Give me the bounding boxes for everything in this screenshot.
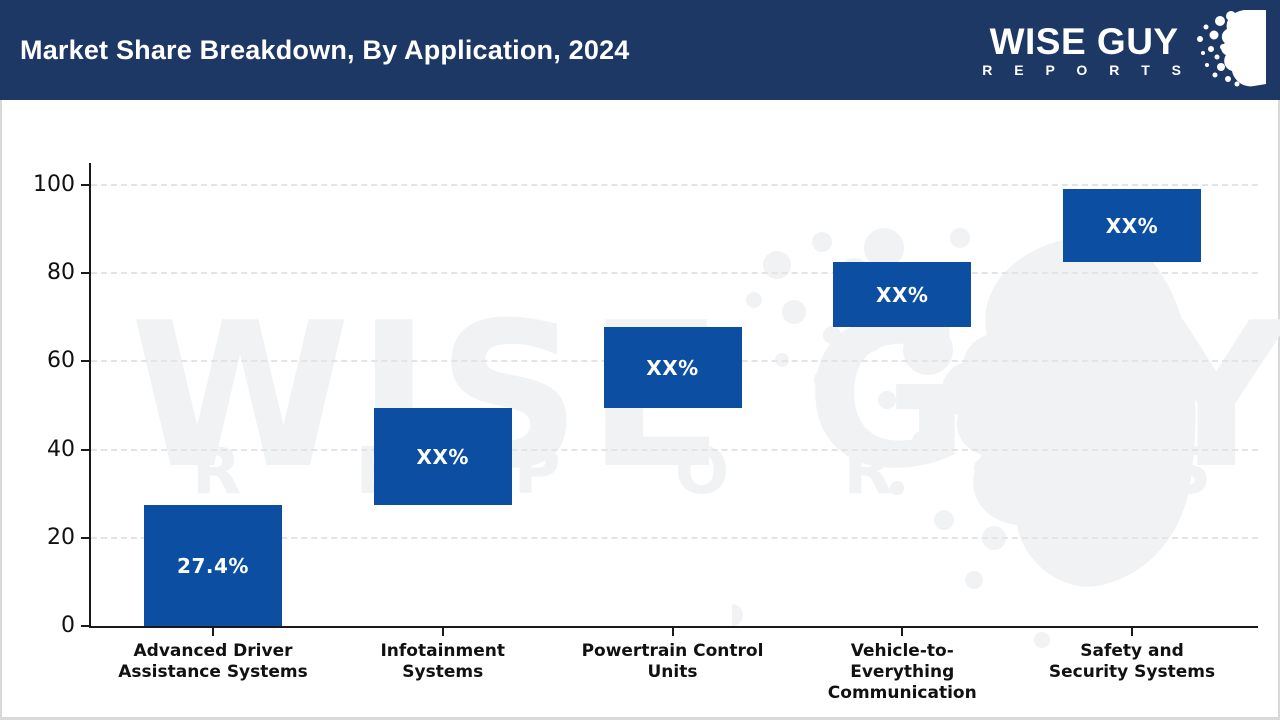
bar-1: 27.4% <box>144 505 282 626</box>
logo-wordmark: WISE GUY R E P O R T S <box>978 23 1190 77</box>
y-tick-label-20: 20 <box>47 524 75 550</box>
gridline-100 <box>91 184 1258 186</box>
bar-5: XX% <box>1063 189 1201 263</box>
bar-2: XX% <box>373 408 512 506</box>
y-tick-label-0: 0 <box>61 613 75 638</box>
category-label-2: Infotainment Systems <box>380 641 505 682</box>
wiseguy-logo: WISE GUY R E P O R T S <box>978 8 1266 92</box>
bar-value-label-5: XX% <box>1105 213 1159 238</box>
page-title: Market Share Breakdown, By Application, … <box>20 34 630 65</box>
logo-face-icon <box>1197 10 1266 87</box>
y-tickmark-20 <box>81 536 89 539</box>
y-tickmark-40 <box>81 448 89 451</box>
y-tick-label-80: 80 <box>47 260 75 286</box>
y-tickmark-0 <box>81 625 89 627</box>
gridline-40 <box>91 448 1258 451</box>
category-label-5: Safety and Security Systems <box>1048 641 1216 682</box>
logo-wordmark-sub: R E P O R T S <box>982 62 1190 78</box>
category-label-3: Powertrain Control Units <box>581 641 764 682</box>
header-bar: Market Share Breakdown, By Application, … <box>0 0 1280 100</box>
x-tickmark-2 <box>441 628 444 636</box>
y-tickmark-80 <box>81 272 89 275</box>
logo-wordmark-main: WISE GUY <box>989 21 1179 62</box>
category-label-4: Vehicle-to- Everything Communication <box>827 641 977 703</box>
gridline-80 <box>91 272 1258 275</box>
x-tickmark-1 <box>212 628 214 636</box>
y-tick-label-100: 100 <box>33 172 75 197</box>
bar-value-label-2: XX% <box>416 444 469 469</box>
y-tick-label-60: 60 <box>47 348 75 374</box>
bar-value-label-1: 27.4% <box>177 553 249 578</box>
bar-value-label-4: XX% <box>876 282 929 307</box>
x-tickmark-4 <box>901 628 904 636</box>
x-axis <box>89 626 1258 628</box>
bar-4: XX% <box>833 262 972 327</box>
chart-area: WISE GUY R E P O R T S 02040608010027.4%… <box>0 100 1280 720</box>
bar-3: XX% <box>603 327 742 409</box>
y-axis <box>89 163 91 628</box>
y-tickmark-100 <box>81 184 89 186</box>
category-label-1: Advanced Driver Assistance Systems <box>118 641 308 682</box>
x-tickmark-3 <box>671 628 674 636</box>
bar-value-label-3: XX% <box>646 355 699 380</box>
y-tick-label-40: 40 <box>47 436 75 462</box>
gridline-20 <box>91 536 1258 539</box>
y-tickmark-60 <box>81 360 89 363</box>
x-tickmark-5 <box>1131 628 1133 636</box>
